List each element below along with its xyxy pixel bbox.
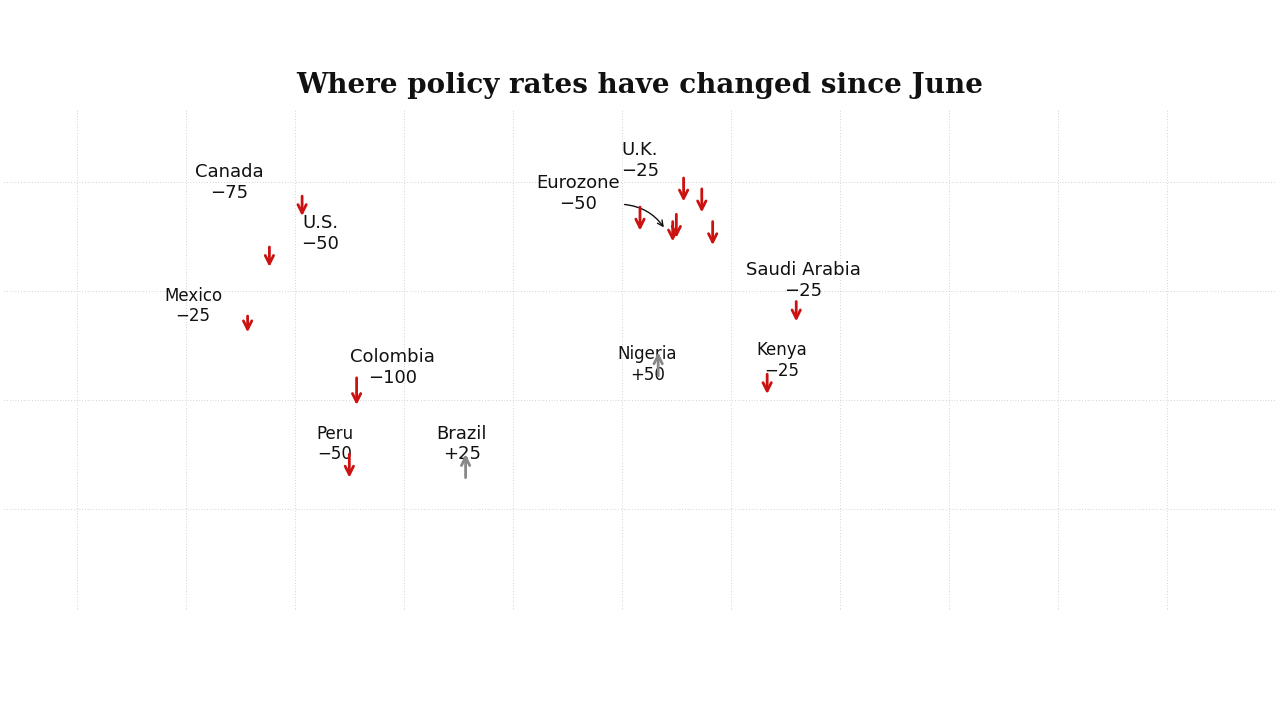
Text: Peru
−50: Peru −50 (316, 425, 353, 464)
Title: Where policy rates have changed since June: Where policy rates have changed since Ju… (297, 72, 983, 99)
Text: Canada
−75: Canada −75 (195, 163, 264, 202)
Text: Kenya
−25: Kenya −25 (756, 341, 808, 380)
Text: U.S.
−50: U.S. −50 (301, 214, 339, 253)
Text: Eurozone
−50: Eurozone −50 (536, 174, 620, 213)
Text: Saudi Arabia
−25: Saudi Arabia −25 (746, 261, 861, 300)
Text: Brazil
+25: Brazil +25 (436, 425, 488, 464)
Text: Nigeria
+50: Nigeria +50 (617, 345, 677, 384)
Text: Mexico
−25: Mexico −25 (164, 287, 223, 325)
Text: Colombia
−100: Colombia −100 (351, 348, 435, 387)
Text: U.K.
−25: U.K. −25 (621, 141, 659, 180)
